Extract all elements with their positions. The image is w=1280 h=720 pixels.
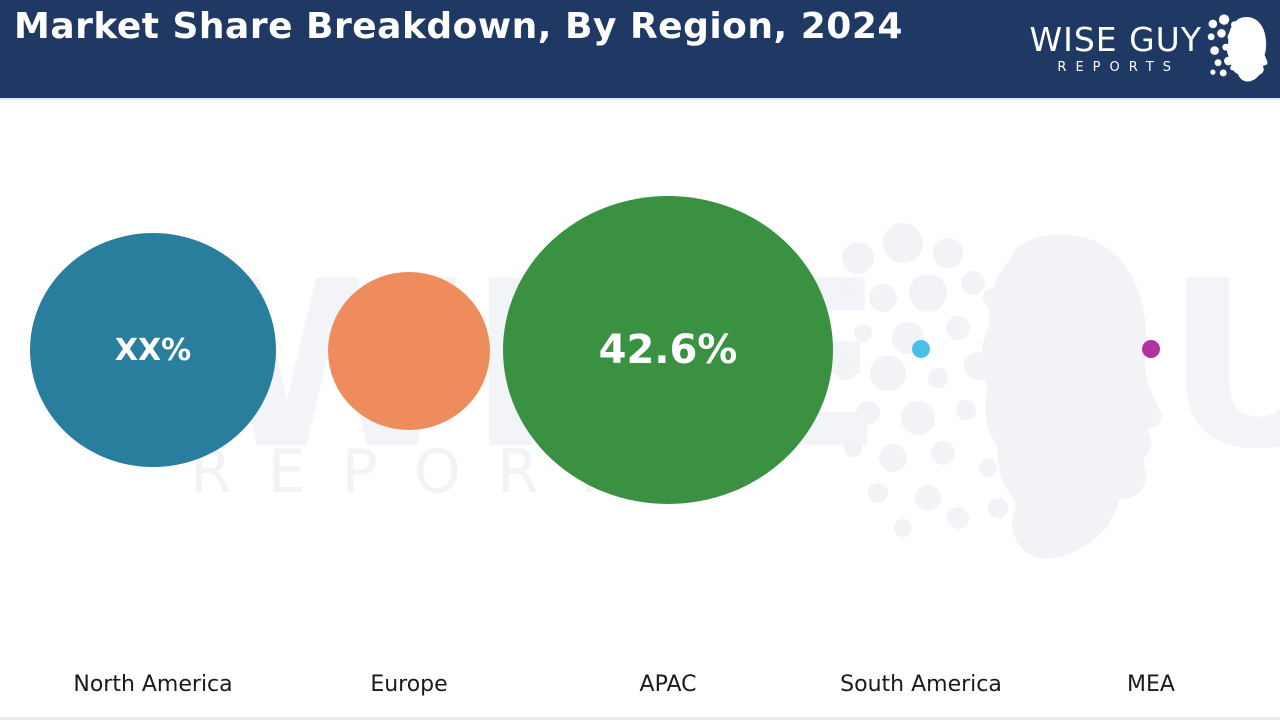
logo-head-icon [1207, 14, 1268, 82]
bubble-south-america [912, 340, 930, 358]
page-title: Market Share Breakdown, By Region, 2024 [14, 6, 903, 47]
logo-wordmark: WISE GUY [1029, 20, 1202, 60]
category-label-europe: Europe [370, 672, 448, 697]
logo-subtext: REPORTS [1057, 59, 1181, 75]
watermark-head-graphic [833, 223, 1162, 559]
logo-text: WISE GUY REPORTS [1029, 21, 1202, 75]
bubble-apac: 42.6% [503, 196, 833, 504]
category-label-mea: MEA [1127, 672, 1175, 697]
bubble-mea [1142, 340, 1160, 358]
bubble-europe [328, 272, 490, 430]
wise-guy-reports-logo: WISE GUY REPORTS [1029, 8, 1268, 88]
bubble-north-america: XX% [30, 233, 276, 467]
category-label-south-america: South America [840, 672, 1002, 697]
category-label-north-america: North America [73, 672, 233, 697]
bubble-chart: WISE GUY REPORTS XX%42.6% North AmericaE… [0, 102, 1280, 717]
header-bar: Market Share Breakdown, By Region, 2024 … [0, 0, 1280, 100]
bubble-value-label: XX% [114, 332, 192, 368]
category-label-apac: APAC [639, 672, 697, 697]
bubble-value-label: 42.6% [598, 327, 738, 373]
